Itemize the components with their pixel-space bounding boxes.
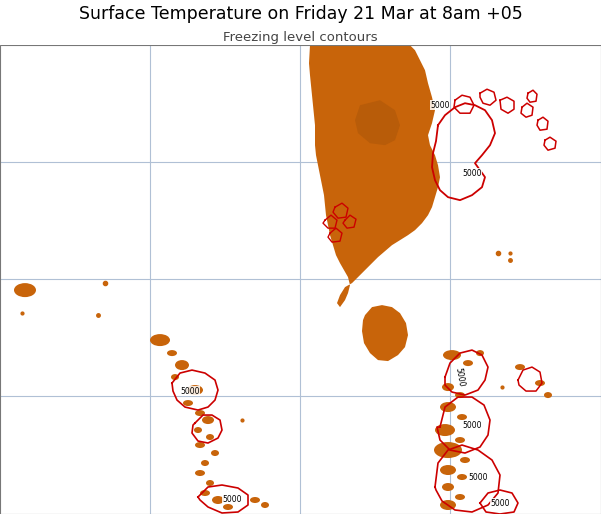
Ellipse shape [171, 374, 179, 380]
Ellipse shape [455, 437, 465, 443]
Ellipse shape [544, 392, 552, 398]
Ellipse shape [463, 360, 473, 366]
Ellipse shape [460, 457, 470, 463]
Ellipse shape [442, 483, 454, 491]
Ellipse shape [195, 470, 205, 476]
Ellipse shape [201, 460, 209, 466]
Ellipse shape [443, 350, 461, 360]
Polygon shape [362, 305, 408, 361]
Ellipse shape [212, 496, 224, 504]
Ellipse shape [175, 360, 189, 370]
Polygon shape [309, 45, 440, 307]
Polygon shape [355, 100, 400, 145]
Ellipse shape [194, 427, 202, 433]
Ellipse shape [434, 442, 462, 458]
Ellipse shape [515, 364, 525, 370]
Ellipse shape [440, 465, 456, 475]
Ellipse shape [183, 400, 193, 406]
Ellipse shape [150, 334, 170, 346]
Ellipse shape [195, 442, 205, 448]
Ellipse shape [476, 350, 484, 356]
Ellipse shape [440, 402, 456, 412]
Text: 5000: 5000 [222, 494, 242, 504]
Ellipse shape [206, 480, 214, 486]
Text: 5000: 5000 [180, 387, 200, 396]
Text: Surface Temperature on Friday 21 Mar at 8am +05: Surface Temperature on Friday 21 Mar at … [79, 6, 522, 24]
Ellipse shape [206, 434, 214, 440]
Text: 5000: 5000 [490, 499, 510, 507]
Ellipse shape [167, 350, 177, 356]
Ellipse shape [211, 450, 219, 456]
Ellipse shape [14, 283, 36, 297]
Ellipse shape [457, 474, 467, 480]
Ellipse shape [195, 410, 205, 416]
Ellipse shape [455, 494, 465, 500]
Ellipse shape [442, 383, 454, 391]
Text: 5000: 5000 [454, 366, 466, 388]
Ellipse shape [200, 490, 210, 496]
Ellipse shape [223, 504, 233, 510]
Ellipse shape [250, 497, 260, 503]
Ellipse shape [435, 424, 455, 436]
Text: 5000: 5000 [462, 420, 481, 430]
Ellipse shape [440, 500, 456, 510]
Text: 5000: 5000 [468, 472, 487, 482]
Text: Freezing level contours: Freezing level contours [223, 31, 378, 44]
Text: 5000: 5000 [462, 169, 481, 178]
Ellipse shape [535, 380, 545, 386]
Ellipse shape [455, 392, 465, 398]
Text: 5000: 5000 [430, 101, 450, 109]
Ellipse shape [457, 414, 467, 420]
Ellipse shape [261, 502, 269, 508]
Ellipse shape [202, 416, 214, 424]
Ellipse shape [187, 385, 203, 395]
